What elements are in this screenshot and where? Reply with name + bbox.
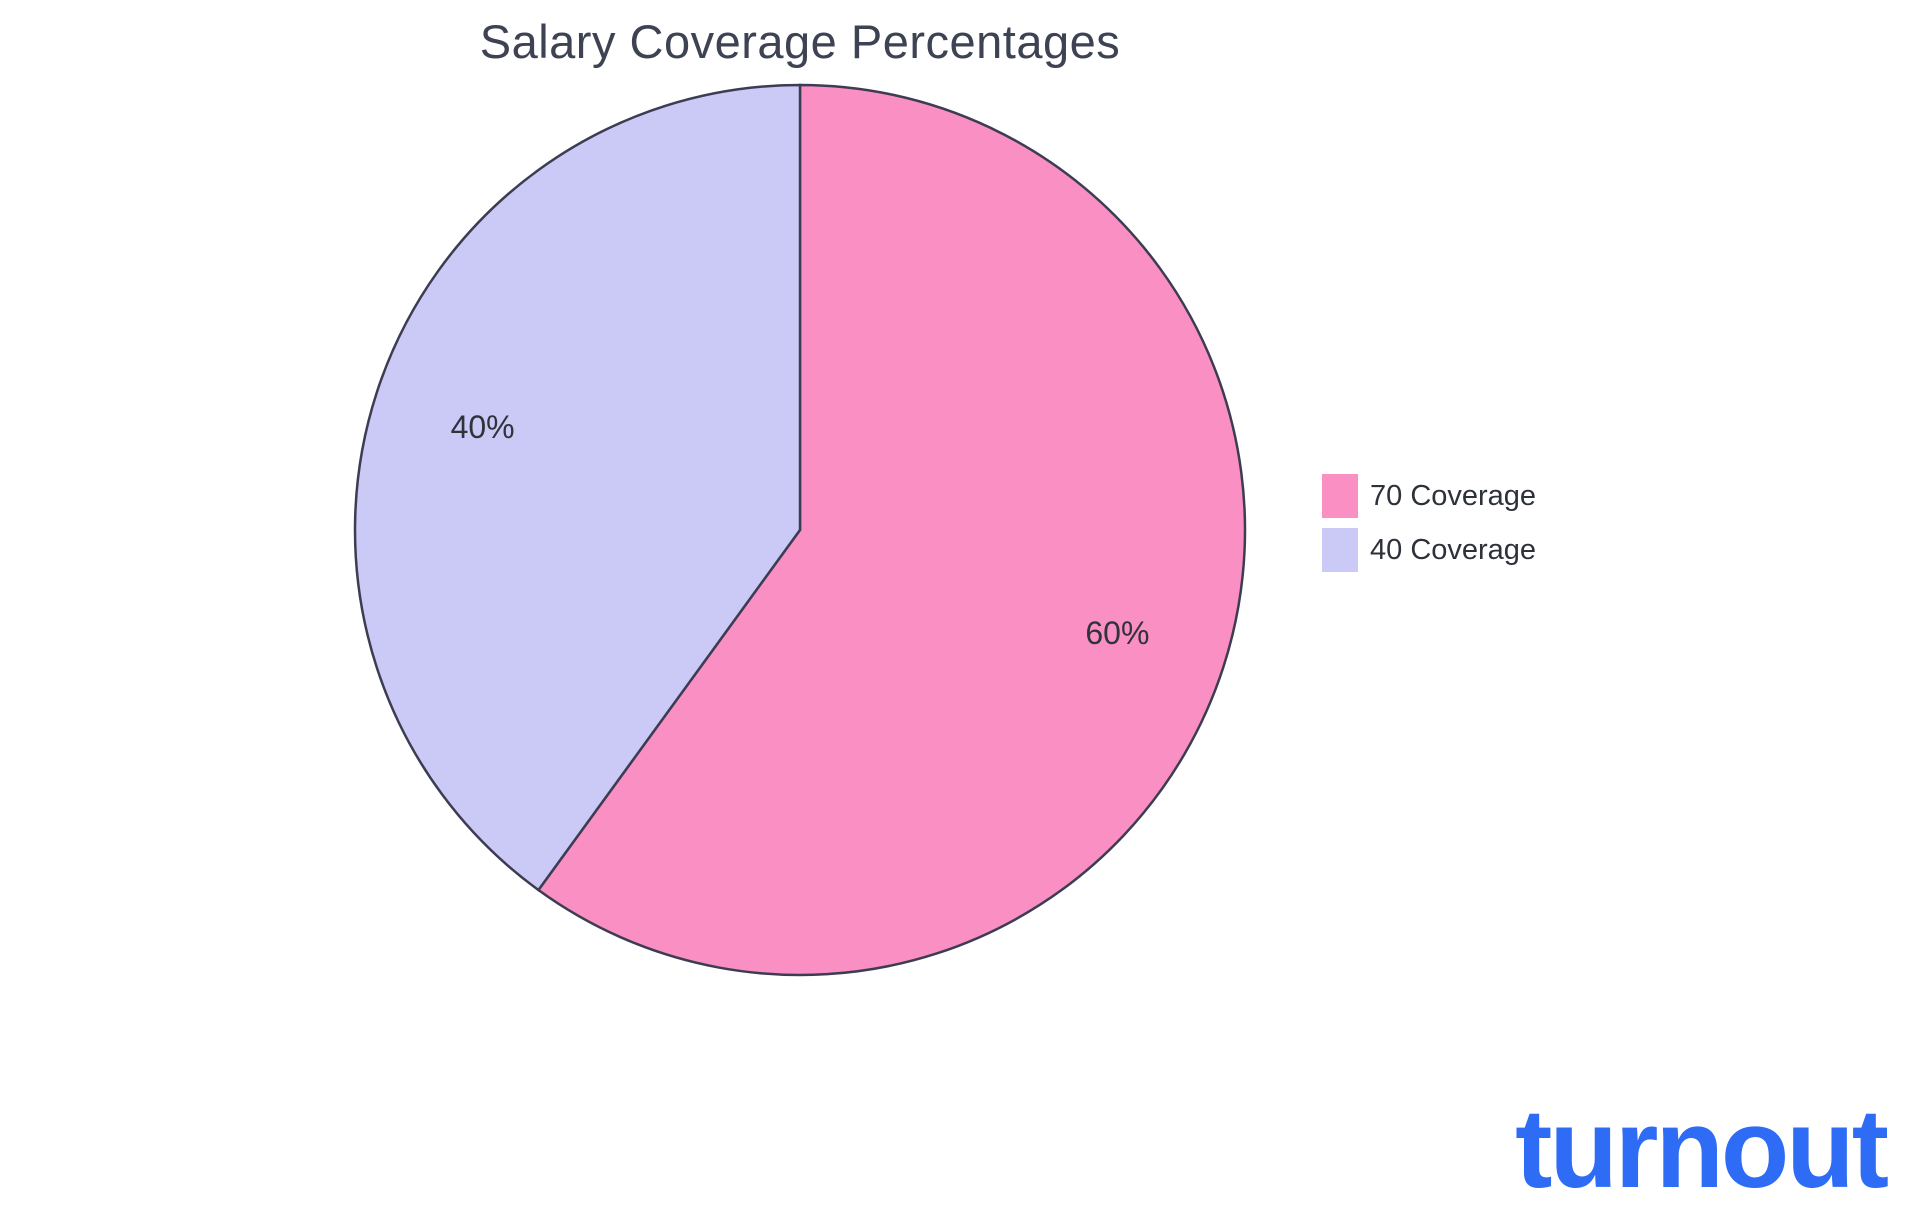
pie-slice	[536, 83, 1247, 977]
legend-swatch	[1322, 474, 1358, 518]
pie-chart: 60% 40%	[353, 83, 1247, 977]
chart-legend: 70 Coverage 40 Coverage	[1322, 474, 1536, 572]
chart-title: Salary Coverage Percentages	[479, 15, 1121, 68]
pie-chart-area: 60% 40%	[340, 70, 1260, 990]
legend-label: 70 Coverage	[1370, 479, 1537, 512]
pie-slice	[353, 83, 802, 892]
legend-swatch	[1322, 528, 1358, 572]
brand-logo: turnout	[1515, 1086, 1889, 1211]
legend-label: 40 Coverage	[1370, 533, 1537, 566]
slice-label: 60%	[1085, 615, 1149, 651]
slice-label: 40%	[451, 409, 515, 445]
legend-item: 70 Coverage	[1322, 474, 1536, 518]
legend-item: 40 Coverage	[1322, 528, 1536, 572]
